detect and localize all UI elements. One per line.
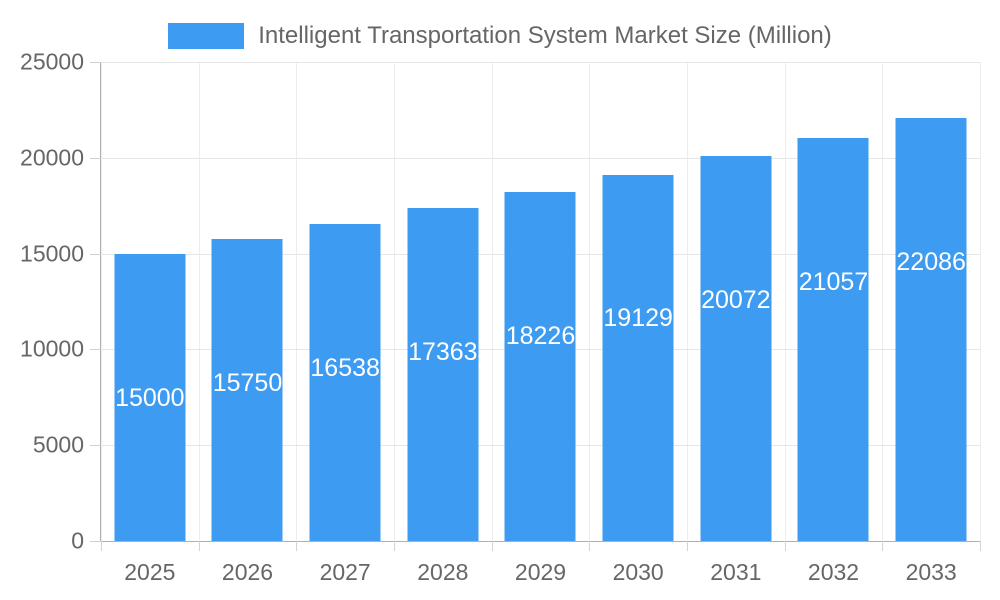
bar-group: 20072 xyxy=(687,62,785,541)
y-tick-mark xyxy=(90,157,101,159)
plot-area: 15000 15750 16538 17363 18226 19129 20072 21057… xyxy=(101,62,981,542)
x-tick-label: 2025 xyxy=(124,559,176,585)
x-tick-label: 2031 xyxy=(710,559,762,585)
category-separator xyxy=(101,62,102,541)
category-separator xyxy=(394,62,395,541)
category-separator xyxy=(296,62,298,541)
x-tick-label: 2028 xyxy=(417,559,469,585)
y-tick-label: 15000 xyxy=(20,240,84,267)
bar-value-label: 22086 xyxy=(896,247,966,276)
bar-group: 15750 xyxy=(199,62,297,541)
x-tick-mark xyxy=(296,541,298,551)
legend-color-swatch xyxy=(168,23,245,49)
bar-group: 17363 xyxy=(394,62,492,541)
y-tick-mark xyxy=(90,445,101,447)
gridline xyxy=(101,157,980,159)
bar-value-label: 19129 xyxy=(603,304,673,333)
bar-group: 21057 xyxy=(785,62,883,541)
y-tick-label: 0 xyxy=(71,527,84,554)
bar[interactable] xyxy=(895,117,967,541)
legend-series-label: Intelligent Transportation System Market… xyxy=(258,22,832,49)
y-tick-mark xyxy=(90,349,101,351)
x-tick-mark xyxy=(687,541,688,551)
category-separator xyxy=(198,62,200,541)
x-tick-mark xyxy=(394,541,395,551)
gridline xyxy=(101,541,980,542)
bar[interactable] xyxy=(797,137,869,541)
x-tick-label: 2033 xyxy=(905,559,957,585)
category-separator xyxy=(687,62,688,541)
x-tick-label: 2027 xyxy=(319,559,371,585)
bar-value-label: 21057 xyxy=(798,267,869,296)
y-tick-mark xyxy=(90,253,101,255)
category-separator xyxy=(882,62,884,541)
bar[interactable] xyxy=(407,208,479,541)
bar-group: 15000 xyxy=(101,62,199,541)
x-tick-label: 2029 xyxy=(514,559,567,585)
y-tick-mark xyxy=(90,541,101,542)
category-separator xyxy=(589,62,591,541)
x-tick-mark xyxy=(101,541,102,551)
y-tick-label: 5000 xyxy=(32,431,84,458)
bar-group: 19129 xyxy=(589,62,687,541)
bar[interactable] xyxy=(211,239,283,541)
x-tick-label: 2030 xyxy=(612,559,664,585)
x-tick-label: 2032 xyxy=(807,559,860,585)
gridline xyxy=(101,62,980,63)
y-tick-label: 10000 xyxy=(20,335,84,362)
bar-value-label: 16538 xyxy=(310,354,380,383)
x-tick-mark xyxy=(589,541,591,551)
bar-value-label: 15000 xyxy=(115,383,185,412)
y-tick-label: 25000 xyxy=(20,48,84,75)
bar-value-label: 18226 xyxy=(505,321,576,350)
bar-group: 16538 xyxy=(296,62,394,541)
x-tick-mark xyxy=(198,541,200,551)
x-tick-mark xyxy=(491,541,493,551)
x-tick-mark xyxy=(980,541,981,551)
bar[interactable] xyxy=(309,224,381,541)
bar-group: 22086 xyxy=(882,62,980,541)
category-separator xyxy=(491,62,493,541)
y-tick-label: 20000 xyxy=(20,144,84,171)
x-tick-mark xyxy=(882,541,884,551)
chart-legend: Intelligent Transportation System Market… xyxy=(0,18,1000,54)
category-separator xyxy=(784,62,786,541)
bar[interactable] xyxy=(114,253,186,541)
bar-group: 18226 xyxy=(492,62,590,541)
bar[interactable] xyxy=(700,156,772,541)
bar-value-label: 17363 xyxy=(408,338,478,367)
bar-value-label: 15750 xyxy=(212,369,283,398)
bar[interactable] xyxy=(602,174,674,541)
category-separator xyxy=(980,62,981,541)
x-tick-label: 2026 xyxy=(221,559,274,585)
bar-value-label: 20072 xyxy=(701,286,771,315)
y-tick-mark xyxy=(90,62,101,63)
x-tick-mark xyxy=(784,541,786,551)
bar[interactable] xyxy=(504,191,576,541)
